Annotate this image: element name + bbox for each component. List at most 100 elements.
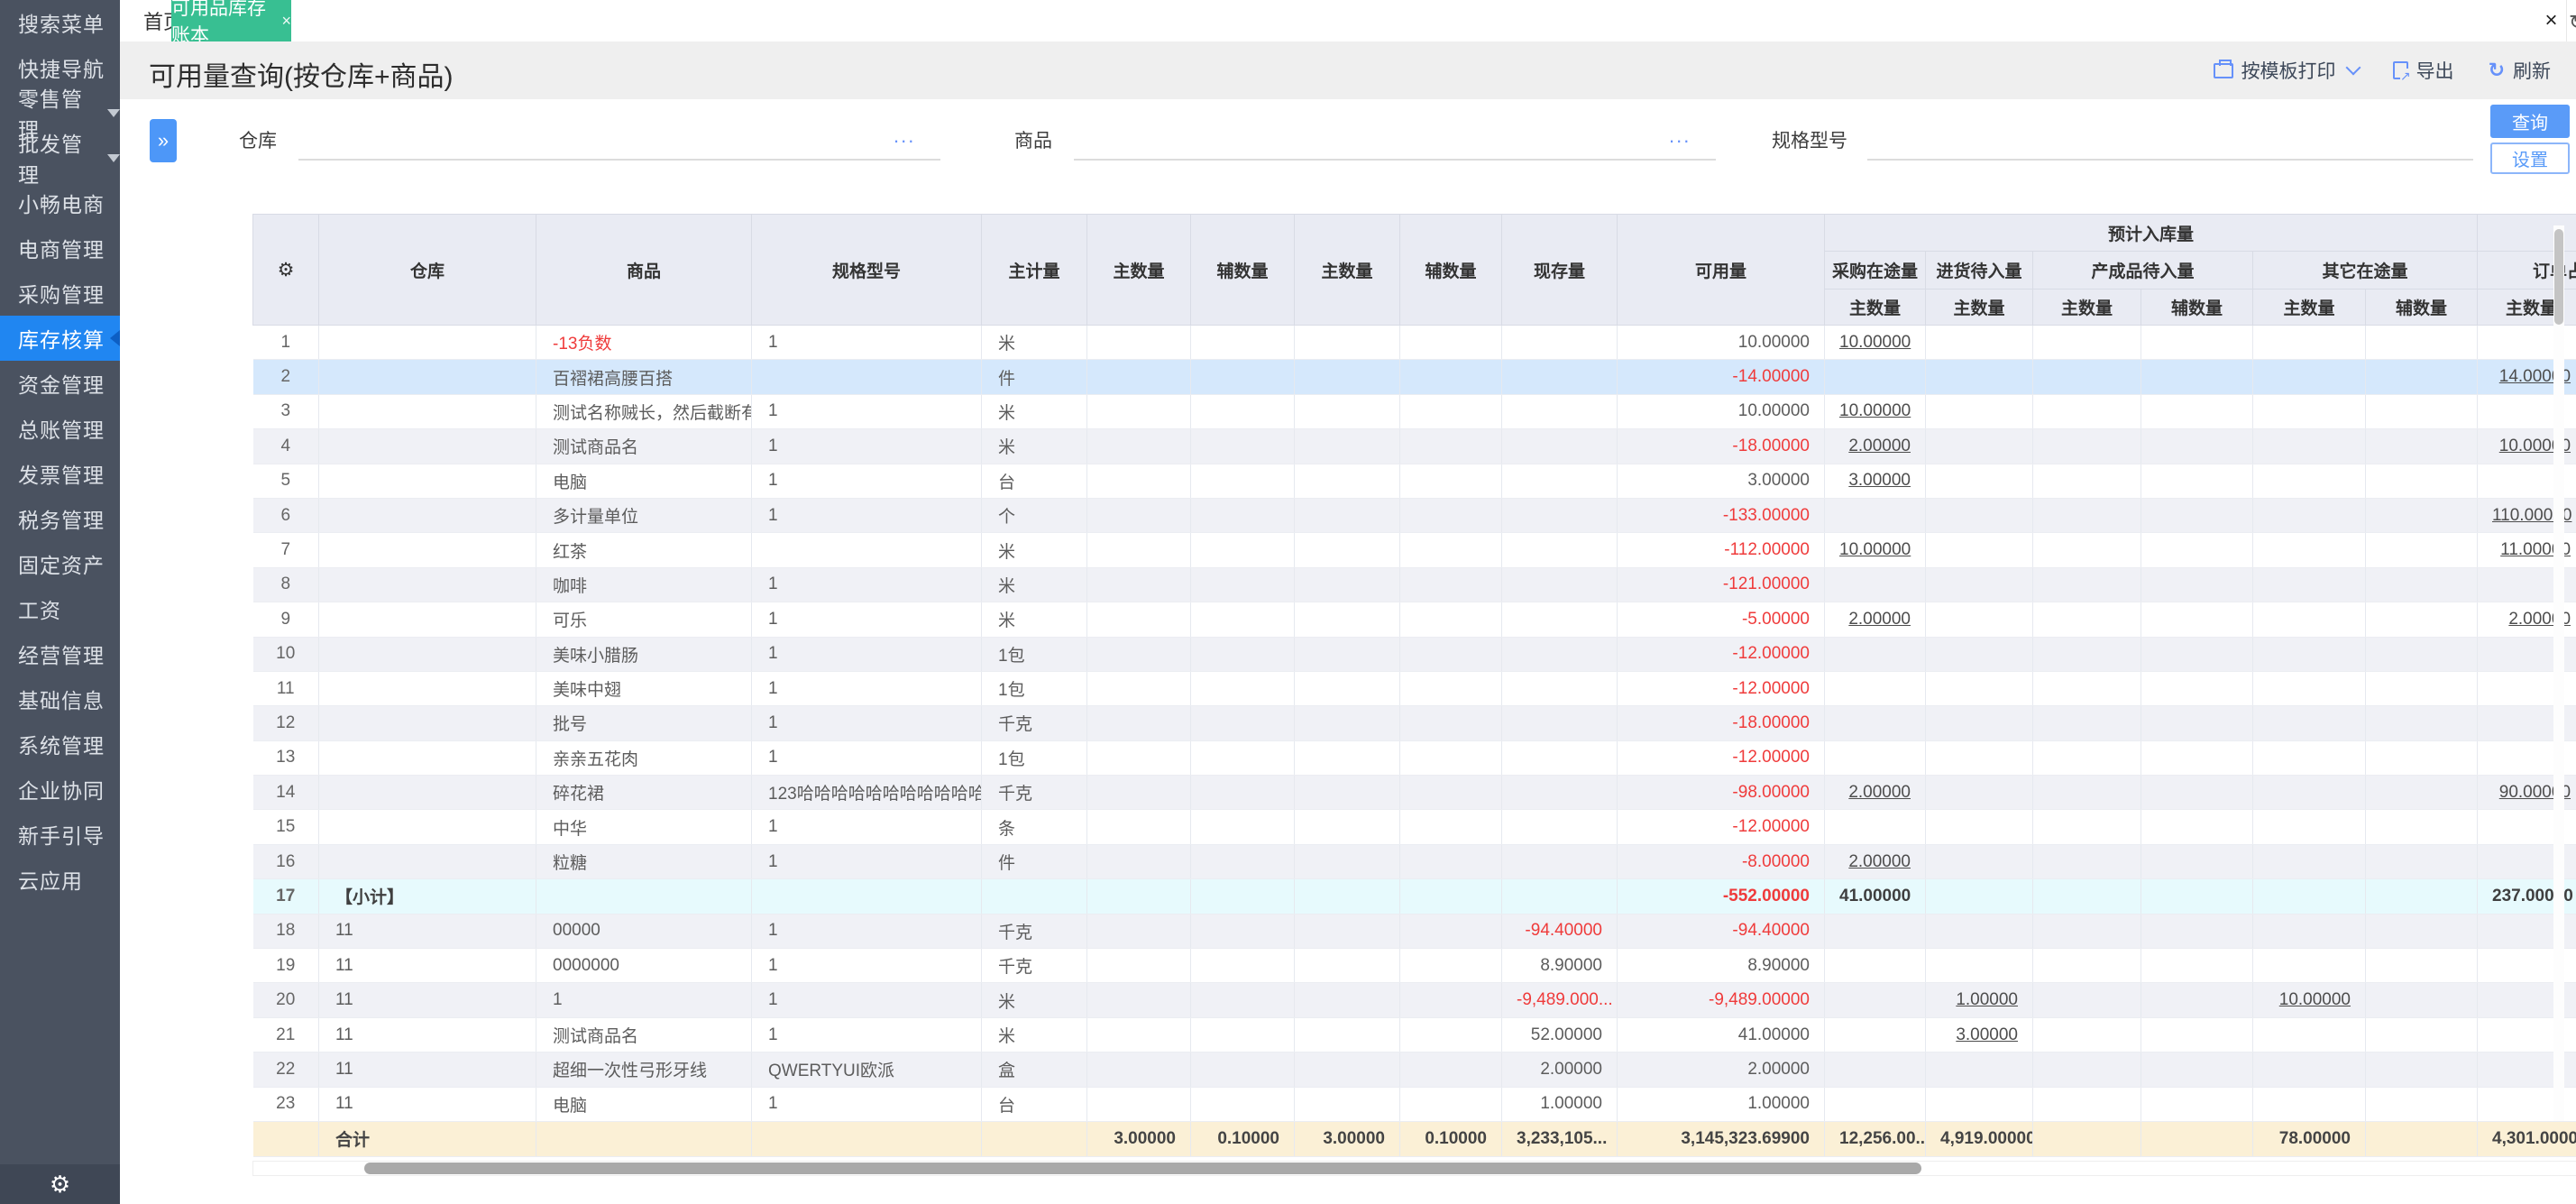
quantity-link[interactable]: 2.00000 [1848, 851, 1911, 871]
table-row[interactable]: 22 11 超细一次性弓形牙线 QWERTYUI欧派 盒 2.00000 2.00000 [252, 1052, 2576, 1088]
spec-filter-input[interactable] [1867, 159, 2473, 161]
window-close-icon[interactable]: × [2536, 0, 2567, 41]
quantity-link[interactable]: 14.00000 [2498, 367, 2571, 387]
sidebar-item-固定资产[interactable]: 固定资产 [0, 541, 120, 586]
table-row[interactable]: 16 粒糖 1 件 -8.00000 2.00000 [252, 844, 2576, 880]
table-row[interactable]: 12 批号 1 千克 -18.00000 [252, 705, 2576, 741]
cell-q3 [1294, 740, 1400, 777]
quantity-link[interactable]: 1.00000 [1956, 990, 2018, 1010]
warehouse-filter-label: 仓库 [239, 131, 277, 152]
cell-value: 件 [998, 369, 1016, 389]
sidebar-item-发票管理[interactable]: 发票管理 [0, 451, 120, 496]
cell-wh [318, 325, 536, 361]
vertical-scrollbar-thumb[interactable] [2554, 229, 2563, 325]
sidebar-item-基础信息[interactable]: 基础信息 [0, 676, 120, 721]
print-by-template-button[interactable]: 按模板打印 [2213, 57, 2361, 84]
tab-close-icon[interactable]: × [281, 11, 291, 30]
sidebar-item-电商管理[interactable]: 电商管理 [0, 225, 120, 271]
product-filter-input[interactable] [1074, 159, 1716, 161]
table-row[interactable]: 8 咖啡 1 米 -121.00000 [252, 567, 2576, 603]
table-row[interactable]: 3 测试名称贼长，然后截断有没... 1 米 10.00000 10.00000 [252, 394, 2576, 430]
table-row[interactable]: 18 11 00000 1 千克 -94.40000 -94.40000 [252, 914, 2576, 950]
sidebar-item-税务管理[interactable]: 税务管理 [0, 496, 120, 541]
table-row[interactable]: 17【小计】-552.0000041.00000237.0000011.0000… [252, 878, 2576, 914]
sidebar-item-企业协同[interactable]: 企业协同 [0, 767, 120, 812]
cell-po [1824, 740, 1926, 777]
quantity-link[interactable]: 2.00000 [1848, 609, 1911, 629]
sidebar-item-经营管理[interactable]: 经营管理 [0, 631, 120, 676]
sidebar-item-快捷导航[interactable]: 快捷导航 [0, 45, 120, 90]
cell-value: 米 [998, 992, 1016, 1012]
refresh-corner-icon[interactable]: ↻ [2569, 11, 2576, 31]
table-row[interactable]: 10 美味小腊肠 1 1包 -12.00000 [252, 637, 2576, 672]
sidebar-item-资金管理[interactable]: 资金管理 [0, 361, 120, 406]
query-button[interactable]: 查询 [2490, 105, 2570, 138]
table-row[interactable]: 5 电脑 1 台 3.00000 3.00000 [252, 464, 2576, 499]
sidebar-item-云应用[interactable]: 云应用 [0, 857, 120, 902]
quantity-link[interactable]: 2.00000 [1848, 782, 1911, 802]
column-settings-gear-icon[interactable]: ⚙ [252, 214, 319, 326]
quantity-link[interactable]: 2.00000 [1848, 436, 1911, 455]
cell-otm [2252, 948, 2366, 984]
table-row[interactable]: 19 11 0000000 1 千克 8.90000 8.90000 [252, 948, 2576, 984]
cell-value: 美味小腊肠 [553, 646, 639, 666]
table-row[interactable]: 21 11 测试商品名 1 米 52.00000 41.00000 3.00000 [252, 1017, 2576, 1053]
product-more-icon[interactable]: ... [1669, 124, 1691, 147]
table-row[interactable]: 13 亲亲五花肉 1 1包 -12.00000 [252, 740, 2576, 777]
export-button[interactable]: 导出 [2392, 57, 2454, 84]
sidebar-item-采购管理[interactable]: 采购管理 [0, 271, 120, 316]
tab-inventory-ledger[interactable]: 可用品库存账本 × [171, 0, 291, 46]
sidebar-item-总账管理[interactable]: 总账管理 [0, 406, 120, 451]
table-row[interactable]: 23 11 电脑 1 台 1.00000 1.00000 [252, 1087, 2576, 1122]
sidebar-item-新手引导[interactable]: 新手引导 [0, 812, 120, 857]
vertical-scrollbar[interactable] [2553, 225, 2564, 1121]
quantity-link[interactable]: 110.00000 [2492, 505, 2572, 525]
quantity-link[interactable]: 3.00000 [1848, 471, 1911, 491]
gear-icon[interactable]: ⚙ [49, 1170, 71, 1198]
cell-spec: 1 [751, 844, 982, 880]
sidebar-item-小畅电商[interactable]: 小畅电商 [0, 180, 120, 225]
quantity-link[interactable]: 10.00000 [1839, 540, 1911, 560]
quantity-link[interactable]: 11.00000 [2500, 540, 2571, 560]
sidebar-item-系统管理[interactable]: 系统管理 [0, 721, 120, 767]
cell-stock [1501, 325, 1618, 361]
quantity-link[interactable]: 90.00000 [2498, 782, 2571, 802]
quantity-link[interactable]: 10.00000 [1839, 332, 1911, 352]
table-row[interactable]: 15 中华 1 条 -12.00000 [252, 809, 2576, 845]
table-row[interactable]: 2 百褶裙高腰百搭 件 -14.00000 14.00000 [252, 359, 2576, 395]
table-row[interactable]: 11 美味中翅 1 1包 -12.00000 [252, 671, 2576, 707]
sidebar-item-零售管理[interactable]: 零售管理 [0, 87, 120, 142]
quantity-link[interactable]: 10.00000 [1839, 401, 1911, 421]
table-row[interactable]: 20 11 1 1 米 -9,489.000... -9,489.00000 1.00000 1… [252, 982, 2576, 1018]
quantity-link[interactable]: 3.00000 [1956, 1025, 2018, 1044]
cell-spec [751, 359, 982, 395]
quantity-link[interactable]: 10.00000 [2278, 990, 2351, 1010]
warehouse-more-icon[interactable]: ... [894, 124, 916, 147]
sidebar-item-工资[interactable]: 工资 [0, 586, 120, 631]
cell-otm [2252, 394, 2366, 430]
expand-filter-button[interactable]: » [150, 119, 177, 162]
refresh-button[interactable]: ↻ 刷新 [2489, 57, 2551, 84]
table-row[interactable]: 14 碎花裙 123哈哈哈哈哈哈哈哈哈哈哈哈... 千克 -98.00000 2.0000… [252, 775, 2576, 811]
settings-button[interactable]: 设置 [2490, 142, 2570, 174]
horizontal-scrollbar-thumb[interactable] [364, 1163, 1921, 1174]
table-row[interactable]: 7 红茶 米 -112.00000 10.00000 11.00000 [252, 532, 2576, 568]
cell-q2 [1190, 1052, 1295, 1088]
horizontal-scrollbar[interactable] [252, 1161, 2576, 1176]
table-row[interactable]: 4 测试商品名 1 米 -18.00000 2.00000 10.00000 [252, 428, 2576, 464]
total-cell-odm: 4,301.00000 [2477, 1121, 2576, 1157]
sidebar-item-批发管理[interactable]: 批发管理 [0, 133, 120, 187]
cell-value: 1 [768, 644, 778, 664]
chevron-down-icon[interactable] [2345, 60, 2361, 76]
sidebar-gear-bar[interactable]: ⚙ [0, 1164, 120, 1204]
cell-value: 10.00000 [1737, 332, 1810, 352]
sidebar-item-搜索菜单[interactable]: 搜索菜单 [0, 0, 120, 45]
table-row[interactable]: 9 可乐 1 米 -5.00000 2.00000 2.00000 [252, 602, 2576, 638]
table-row[interactable]: 1 -13负数 1 米 10.00000 10.00000 [252, 325, 2576, 361]
sidebar-item-库存核算[interactable]: 库存核算 [0, 316, 120, 361]
quantity-link[interactable]: 10.00000 [2498, 436, 2571, 455]
warehouse-filter-input[interactable] [298, 159, 940, 161]
cell-value: 红茶 [553, 542, 588, 562]
cell-value: 中华 [553, 819, 588, 839]
